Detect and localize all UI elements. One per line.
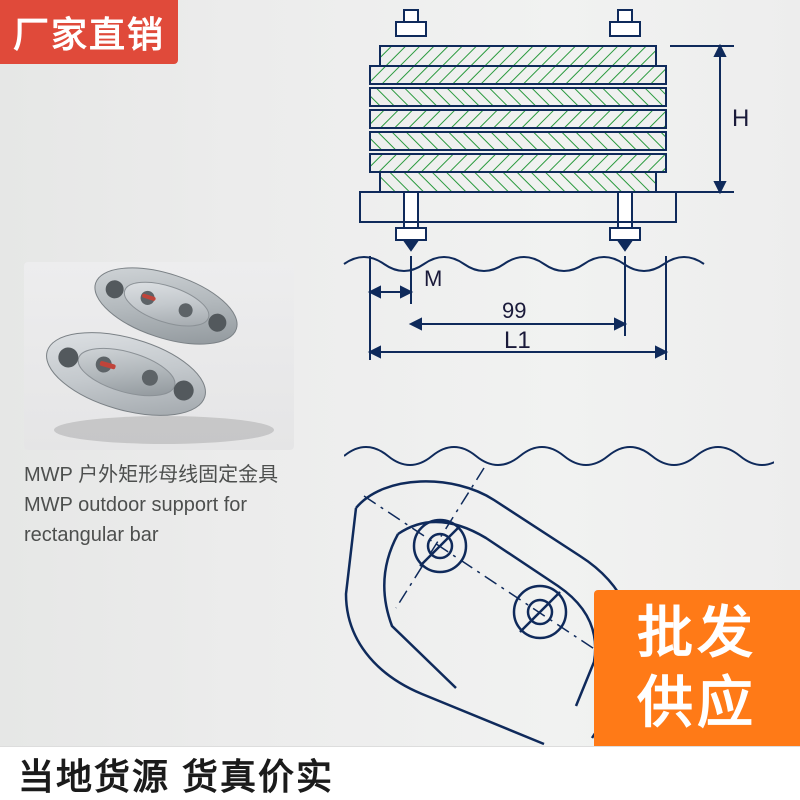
product-photo — [24, 262, 294, 450]
engineering-drawing-side: H M 99 — [334, 4, 764, 374]
dim-l1-label: L1 — [504, 327, 531, 354]
caption-line-3: rectangular bar — [24, 520, 324, 550]
dim-m-label: M — [424, 266, 442, 291]
dim-h-label: H — [732, 105, 749, 132]
caption-line-2: MWP outdoor support for — [24, 490, 324, 520]
badge-wholesale-line-1: 批发 — [637, 598, 757, 668]
product-caption: MWP 户外矩形母线固定金具 MWP outdoor support for r… — [24, 460, 324, 550]
badge-wholesale: 批发 供应 — [594, 590, 800, 746]
edge-cutoff-text — [0, 100, 26, 300]
slogan-bar: 当地货源 货真价实 — [0, 746, 800, 800]
caption-line-1: MWP 户外矩形母线固定金具 — [24, 460, 324, 490]
badge-factory-direct: 厂家直销 — [0, 0, 178, 64]
badge-wholesale-line-2: 供应 — [637, 668, 757, 738]
dim-99-label: 99 — [502, 298, 526, 323]
page: H M 99 — [0, 0, 800, 800]
